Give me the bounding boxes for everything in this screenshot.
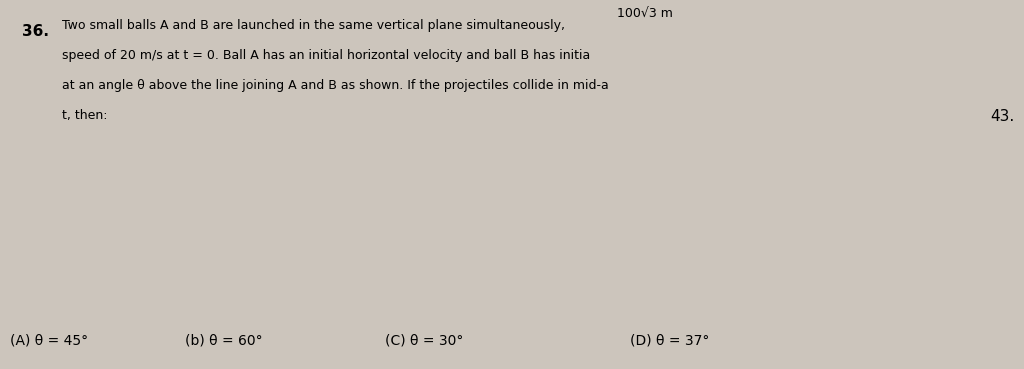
Text: (A) θ = 45°: (A) θ = 45° — [10, 333, 88, 347]
Text: 36.: 36. — [22, 24, 49, 39]
Text: at an angle θ above the line joining A and B as shown. If the projectiles collid: at an angle θ above the line joining A a… — [62, 79, 608, 92]
Text: (b) θ = 60°: (b) θ = 60° — [185, 333, 262, 347]
Text: 100√3 m: 100√3 m — [617, 7, 673, 20]
Text: speed of 20 m/s at t = 0. Ball A has an initial horizontal velocity and ball B h: speed of 20 m/s at t = 0. Ball A has an … — [62, 49, 590, 62]
Text: t, then:: t, then: — [62, 109, 108, 122]
Text: 43.: 43. — [990, 109, 1014, 124]
Text: Two small balls A and B are launched in the same vertical plane simultaneously,: Two small balls A and B are launched in … — [62, 19, 565, 32]
Text: (C) θ = 30°: (C) θ = 30° — [385, 333, 464, 347]
Text: (D) θ = 37°: (D) θ = 37° — [630, 333, 710, 347]
